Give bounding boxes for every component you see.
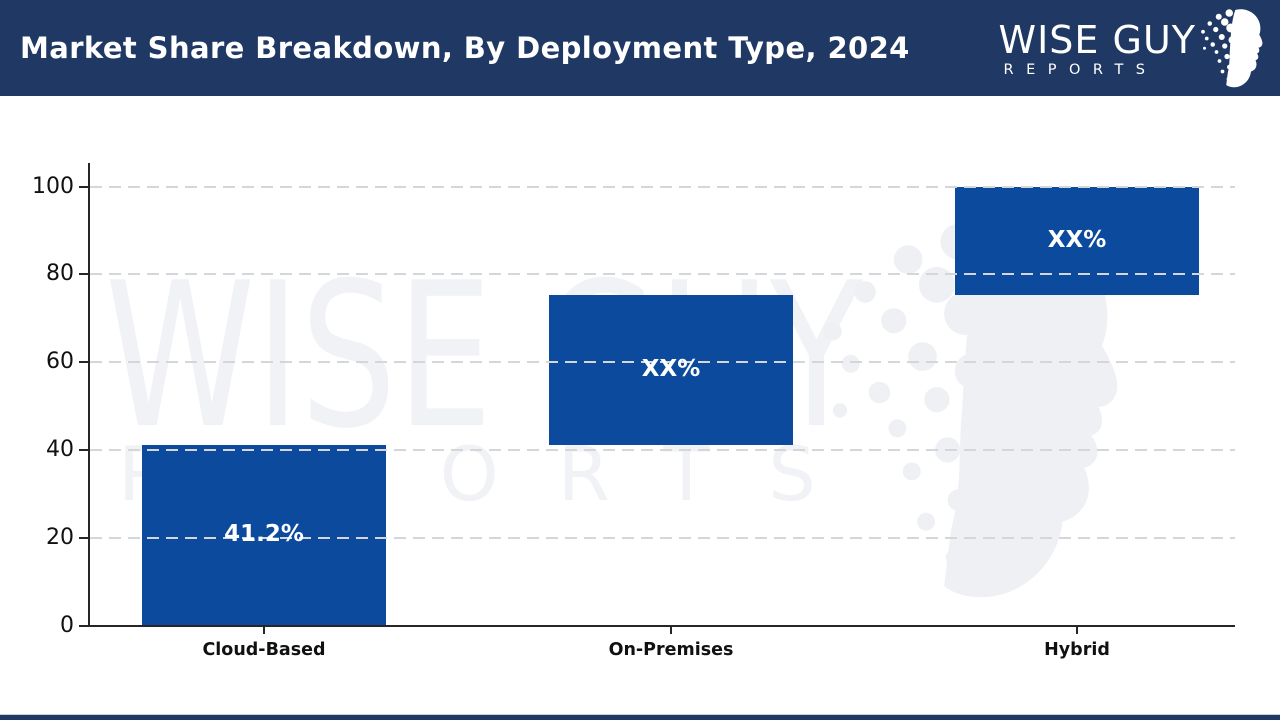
brand-logo-text: WISE GUY REPORTS <box>999 21 1196 78</box>
bar-value-label: XX% <box>641 355 701 382</box>
y-tick-label-40: 40 <box>46 437 74 463</box>
gridline-60 <box>90 361 1235 364</box>
footer-rule <box>0 714 1280 715</box>
brand-wordmark: WISE GUY <box>998 17 1196 62</box>
y-tick-20 <box>79 537 88 540</box>
y-tick-label-20: 20 <box>46 525 74 551</box>
bar-value-label: 41.2% <box>224 521 304 548</box>
x-tick-1 <box>670 627 672 634</box>
y-tick-label-60: 60 <box>46 349 74 375</box>
gridline-40 <box>90 449 1235 452</box>
bar-segment <box>549 294 793 445</box>
gridline-80 <box>90 273 1235 276</box>
x-tick-0 <box>263 627 265 634</box>
y-tick-0 <box>79 625 88 627</box>
bar-segment <box>142 444 386 626</box>
gridline-100 <box>90 185 1235 188</box>
bar-segment <box>955 186 1199 295</box>
y-tick-60 <box>79 361 88 364</box>
x-tick-2 <box>1076 627 1078 634</box>
y-tick-label-0: 0 <box>60 613 74 638</box>
brand-head-icon <box>1190 7 1270 91</box>
bar-value-label: XX% <box>1047 226 1107 253</box>
y-tick-80 <box>79 273 88 276</box>
y-axis-spine <box>88 163 90 627</box>
gridline-20 <box>90 537 1235 540</box>
chart-title: Market Share Breakdown, By Deployment Ty… <box>20 31 910 65</box>
y-tick-label-100: 100 <box>32 173 74 199</box>
y-tick-100 <box>79 185 88 188</box>
footer-bar <box>0 715 1280 720</box>
brand-subtext: REPORTS <box>1003 61 1158 78</box>
brand-logo: WISE GUY REPORTS <box>999 7 1270 91</box>
x-category-label: On-Premises <box>608 640 734 660</box>
x-category-label: Hybrid <box>1044 640 1110 660</box>
x-axis-spine <box>88 625 1235 627</box>
header-bar: Market Share Breakdown, By Deployment Ty… <box>0 0 1280 96</box>
x-category-label: Cloud-Based <box>202 640 326 660</box>
y-tick-40 <box>79 449 88 452</box>
y-tick-label-80: 80 <box>46 261 74 287</box>
